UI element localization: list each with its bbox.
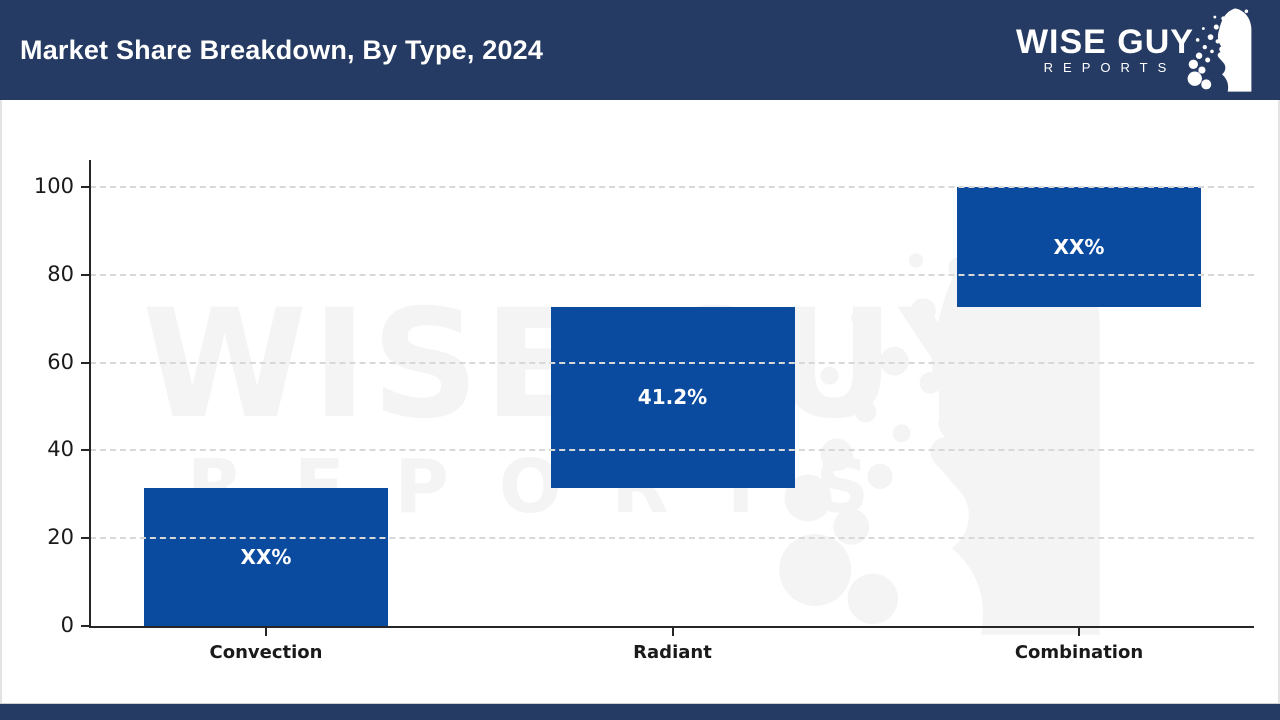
header-bar: Market Share Breakdown, By Type, 2024 WI… xyxy=(0,0,1280,100)
y-tick-label: 0 xyxy=(60,613,74,637)
x-tick-mark xyxy=(671,628,674,636)
logo-reports-text: REPORTS xyxy=(1043,60,1177,76)
y-tick-label: 40 xyxy=(47,437,74,462)
gridline xyxy=(90,273,1254,276)
category-label: Radiant xyxy=(633,642,712,663)
category-label: Combination xyxy=(1014,642,1144,663)
y-tick-mark xyxy=(81,361,90,364)
y-axis-line xyxy=(89,160,91,628)
x-tick-mark xyxy=(265,628,267,636)
gridline xyxy=(90,449,1254,452)
y-tick-mark xyxy=(81,449,90,452)
category-label: Convection xyxy=(209,642,323,663)
y-tick-label: 100 xyxy=(33,174,74,198)
y-tick-mark xyxy=(81,186,90,188)
chart-area: WISE GUY REPORTS 020406080100XX%Convecti… xyxy=(0,100,1280,704)
x-tick-mark xyxy=(1078,628,1080,636)
y-tick-mark xyxy=(81,273,90,276)
bar-value-label: XX% xyxy=(240,544,292,569)
bar-combination: XX% xyxy=(957,187,1201,307)
gridline xyxy=(90,186,1254,188)
footer-bar xyxy=(0,703,1280,720)
logo-wordmark: WISE GUY xyxy=(1015,22,1194,61)
y-tick-label: 80 xyxy=(47,261,74,286)
x-axis-line xyxy=(89,626,1254,628)
bar-value-label: 41.2% xyxy=(637,385,708,410)
y-tick-label: 60 xyxy=(47,349,74,374)
gridline xyxy=(90,361,1254,364)
bar-value-label: XX% xyxy=(1053,234,1105,259)
logo-text: WISE GUY REPORTS xyxy=(1015,22,1194,76)
y-tick-label: 20 xyxy=(47,525,74,550)
bar-radiant: 41.2% xyxy=(550,306,795,488)
face-profile-icon xyxy=(1187,8,1252,92)
y-tick-mark xyxy=(81,625,90,627)
gridline xyxy=(90,537,1254,540)
bar-convection: XX% xyxy=(144,487,388,626)
y-tick-mark xyxy=(81,537,90,540)
page-title: Market Share Breakdown, By Type, 2024 xyxy=(20,34,544,65)
wiseguy-logo: WISE GUY REPORTS xyxy=(1016,7,1258,93)
